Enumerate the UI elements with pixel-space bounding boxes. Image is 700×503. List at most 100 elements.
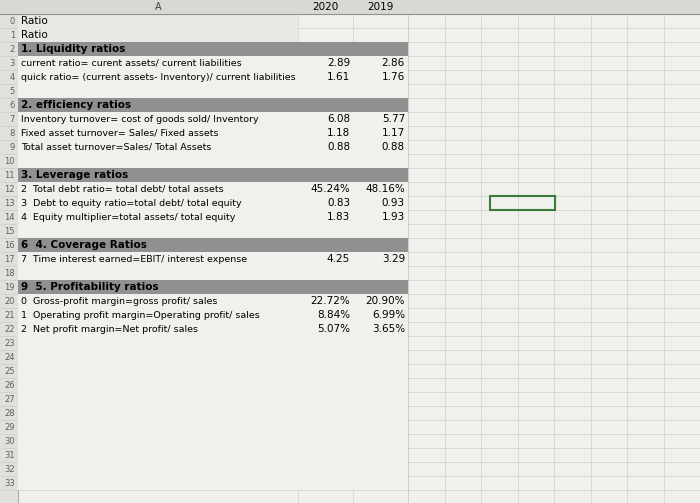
Text: 1  Operating profit margin=Operating profit/ sales: 1 Operating profit margin=Operating prof… [21,310,260,319]
Text: 2  Total debt ratio= total debt/ total assets: 2 Total debt ratio= total debt/ total as… [21,185,223,194]
Text: 9: 9 [10,142,15,151]
Text: 4  Equity multiplier=total assets/ total equity: 4 Equity multiplier=total assets/ total … [21,212,235,221]
Text: 1.93: 1.93 [382,212,405,222]
Bar [353,70,408,84]
Bar [18,56,298,70]
Bar [298,196,353,210]
Text: 15: 15 [4,226,15,235]
Bar [18,28,298,42]
Text: A: A [155,2,161,12]
Text: 8: 8 [10,128,15,137]
Text: 6.08: 6.08 [327,114,350,124]
Bar [18,42,408,56]
Text: 8.84%: 8.84% [317,310,350,320]
Bar [18,434,408,448]
Bar [18,238,408,252]
Text: 6: 6 [10,101,15,110]
Text: 22.72%: 22.72% [310,296,350,306]
Bar [298,140,353,154]
Text: Ratio: Ratio [21,30,48,40]
Text: 1.17: 1.17 [382,128,405,138]
Bar [353,112,408,126]
Text: 18: 18 [4,269,15,278]
Text: 32: 32 [4,464,15,473]
Text: quick ratio= (current assets- Inventory)/ current liabilities: quick ratio= (current assets- Inventory)… [21,72,295,81]
Bar [353,210,408,224]
Text: 12: 12 [4,185,15,194]
Bar [298,126,353,140]
Bar [18,224,408,238]
Text: 31: 31 [4,451,15,460]
Bar [298,210,353,224]
Bar [353,294,408,308]
Bar [18,112,298,126]
Text: 26: 26 [4,380,15,389]
Text: 13: 13 [4,199,15,208]
Text: 45.24%: 45.24% [310,184,350,194]
Bar [0,0,18,503]
Bar [18,392,408,406]
Bar [18,322,298,336]
Bar [298,70,353,84]
Bar [18,448,408,462]
Bar [18,420,408,434]
Text: 1. Liquidity ratios: 1. Liquidity ratios [21,44,125,54]
Text: 48.16%: 48.16% [365,184,405,194]
Text: 20: 20 [4,296,15,305]
Text: 1.18: 1.18 [327,128,350,138]
Bar [18,280,408,294]
Bar [353,308,408,322]
Bar [18,70,298,84]
Text: 30: 30 [4,437,15,446]
Text: 9  5. Profitability ratios: 9 5. Profitability ratios [21,282,159,292]
Text: 0.93: 0.93 [382,198,405,208]
Text: 27: 27 [4,394,15,403]
Text: 3  Debt to equity ratio=total debt/ total equity: 3 Debt to equity ratio=total debt/ total… [21,199,241,208]
Bar [298,252,353,266]
Text: 28: 28 [4,408,15,417]
Text: 16: 16 [4,240,15,249]
Text: 1.83: 1.83 [327,212,350,222]
Text: 2: 2 [10,44,15,53]
Bar [353,182,408,196]
Bar [353,140,408,154]
Bar [18,168,408,182]
Bar [18,308,298,322]
Text: 6.99%: 6.99% [372,310,405,320]
Text: 1.61: 1.61 [327,72,350,82]
Text: 2020: 2020 [312,2,339,12]
Bar [18,182,298,196]
Bar [298,112,353,126]
Text: 3.29: 3.29 [382,254,405,264]
Text: 24: 24 [4,353,15,362]
Text: 2019: 2019 [368,2,393,12]
Text: 5.07%: 5.07% [317,324,350,334]
Bar [18,406,408,420]
Bar [18,364,408,378]
Text: 0  Gross-profit margin=gross profit/ sales: 0 Gross-profit margin=gross profit/ sale… [21,296,218,305]
Bar [18,252,298,266]
Text: Total asset turnover=Sales/ Total Assets: Total asset turnover=Sales/ Total Assets [21,142,211,151]
Bar [353,322,408,336]
Bar [298,308,353,322]
Text: 2.86: 2.86 [382,58,405,68]
Bar [353,56,408,70]
Text: 2.89: 2.89 [327,58,350,68]
Text: 4: 4 [10,72,15,81]
Text: 7  Time interest earned=EBIT/ interest expense: 7 Time interest earned=EBIT/ interest ex… [21,255,247,264]
Text: 1: 1 [10,31,15,40]
Bar [18,140,298,154]
Bar [18,350,408,364]
Bar [298,56,353,70]
Text: 20.90%: 20.90% [365,296,405,306]
Text: 4.25: 4.25 [327,254,350,264]
Text: 6  4. Coverage Ratios: 6 4. Coverage Ratios [21,240,147,250]
Text: 3. Leverage ratios: 3. Leverage ratios [21,170,128,180]
Text: 3: 3 [10,58,15,67]
Bar [18,98,408,112]
Bar [298,322,353,336]
Text: 5.77: 5.77 [382,114,405,124]
Bar [18,336,408,350]
Bar [18,196,298,210]
Text: 11: 11 [4,171,15,180]
